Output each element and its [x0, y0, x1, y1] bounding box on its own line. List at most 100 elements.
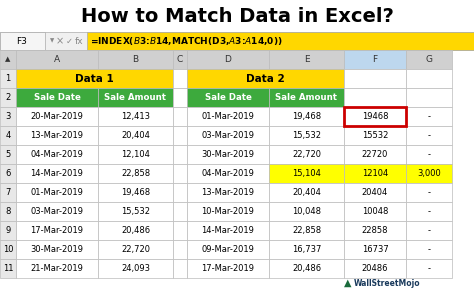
Text: C: C: [177, 55, 183, 64]
Bar: [0, 88, 16, 107]
Bar: [16, 164, 98, 183]
Text: 2: 2: [5, 93, 10, 102]
Bar: [173, 107, 187, 126]
Bar: [173, 88, 187, 107]
Text: -: -: [428, 131, 430, 140]
Text: 17-Mar-2019: 17-Mar-2019: [201, 264, 255, 273]
Text: Sale Amount: Sale Amount: [275, 93, 337, 102]
Text: 9: 9: [5, 226, 10, 235]
Bar: [406, 69, 452, 88]
Text: 11: 11: [3, 264, 13, 273]
Text: 12104: 12104: [362, 169, 388, 178]
Text: Data 2: Data 2: [246, 74, 285, 84]
Bar: [16, 145, 98, 164]
Bar: [187, 259, 269, 278]
Bar: [187, 221, 269, 240]
Bar: [406, 88, 452, 107]
Bar: [187, 69, 344, 88]
Bar: [173, 145, 187, 164]
Bar: [269, 240, 344, 259]
Text: D: D: [225, 55, 231, 64]
Bar: [16, 126, 98, 145]
Text: 10048: 10048: [362, 207, 388, 216]
Text: 10: 10: [3, 245, 13, 254]
Text: ▼: ▼: [50, 39, 54, 44]
Bar: [269, 259, 344, 278]
Text: -: -: [428, 245, 430, 254]
Bar: [187, 240, 269, 259]
Text: 19,468: 19,468: [292, 112, 321, 121]
Bar: [173, 202, 187, 221]
Bar: [344, 107, 406, 126]
Text: 15,532: 15,532: [121, 207, 150, 216]
Bar: [344, 88, 406, 107]
Bar: [187, 50, 269, 69]
Bar: [16, 50, 98, 69]
Bar: [344, 240, 406, 259]
Text: fx: fx: [75, 36, 83, 46]
Text: 30-Mar-2019: 30-Mar-2019: [30, 245, 83, 254]
Bar: [0, 145, 16, 164]
Bar: [98, 145, 173, 164]
Bar: [406, 221, 452, 240]
Bar: [0, 32, 474, 50]
Bar: [98, 50, 173, 69]
Text: Sale Date: Sale Date: [205, 93, 251, 102]
Bar: [187, 88, 269, 107]
Text: 10-Mar-2019: 10-Mar-2019: [201, 207, 255, 216]
Bar: [187, 126, 269, 145]
Text: 19468: 19468: [362, 112, 388, 121]
Bar: [344, 202, 406, 221]
Bar: [16, 183, 98, 202]
Bar: [269, 88, 344, 107]
Bar: [0, 202, 16, 221]
Bar: [0, 221, 16, 240]
Bar: [269, 145, 344, 164]
Bar: [344, 221, 406, 240]
Text: 03-Mar-2019: 03-Mar-2019: [201, 131, 255, 140]
Text: A: A: [54, 55, 60, 64]
Bar: [16, 69, 173, 88]
Bar: [344, 164, 406, 183]
Bar: [0, 126, 16, 145]
Bar: [406, 50, 452, 69]
Text: 17-Mar-2019: 17-Mar-2019: [30, 226, 83, 235]
Text: 22,858: 22,858: [292, 226, 321, 235]
Text: WallStreetMojo: WallStreetMojo: [354, 279, 420, 288]
Bar: [0, 50, 16, 69]
Bar: [173, 126, 187, 145]
Bar: [98, 164, 173, 183]
Bar: [269, 164, 344, 183]
Text: 22,720: 22,720: [121, 245, 150, 254]
Bar: [16, 202, 98, 221]
Text: F: F: [373, 55, 378, 64]
Text: ▲: ▲: [5, 56, 11, 62]
Bar: [87, 32, 474, 50]
Text: 6: 6: [5, 169, 11, 178]
Text: 09-Mar-2019: 09-Mar-2019: [201, 245, 255, 254]
Bar: [0, 69, 16, 88]
Bar: [0, 240, 16, 259]
Bar: [98, 126, 173, 145]
Text: 20,404: 20,404: [121, 131, 150, 140]
Text: 15,532: 15,532: [292, 131, 321, 140]
Bar: [0, 32, 45, 50]
Text: 3,000: 3,000: [417, 169, 441, 178]
Bar: [98, 221, 173, 240]
Bar: [187, 183, 269, 202]
Text: 04-Mar-2019: 04-Mar-2019: [201, 169, 255, 178]
Text: 10,048: 10,048: [292, 207, 321, 216]
Bar: [187, 164, 269, 183]
Bar: [269, 50, 344, 69]
Bar: [173, 240, 187, 259]
Bar: [173, 50, 187, 69]
Text: 01-Mar-2019: 01-Mar-2019: [30, 188, 83, 197]
Bar: [187, 145, 269, 164]
Bar: [98, 88, 173, 107]
Text: F3: F3: [17, 36, 27, 46]
Bar: [344, 50, 406, 69]
Text: -: -: [428, 150, 430, 159]
Bar: [269, 221, 344, 240]
Text: -: -: [428, 207, 430, 216]
Bar: [173, 259, 187, 278]
